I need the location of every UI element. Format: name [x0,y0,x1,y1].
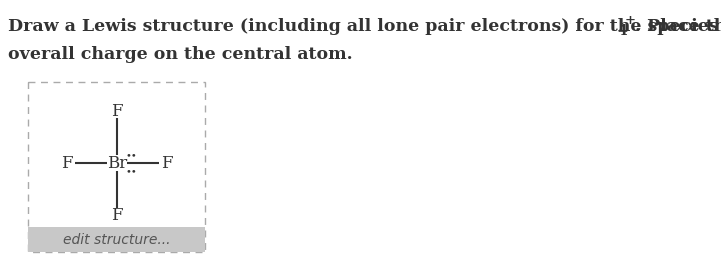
Text: F: F [61,154,73,172]
Text: ••: •• [125,151,137,160]
Text: Draw a Lewis structure (including all lone pair electrons) for the species BrF: Draw a Lewis structure (including all lo… [8,18,721,35]
Text: 4: 4 [617,24,627,38]
Text: Br: Br [107,154,127,172]
Bar [28,227,205,252]
Text: . Place the: . Place the [635,18,721,35]
Text: F: F [111,102,123,120]
Text: +: + [625,14,636,27]
Text: edit structure...: edit structure... [63,233,170,247]
Bar [28,82,205,252]
Text: F: F [162,154,173,172]
Text: ••: •• [125,167,137,176]
Text: F: F [111,207,123,224]
Text: overall charge on the central atom.: overall charge on the central atom. [8,46,353,63]
